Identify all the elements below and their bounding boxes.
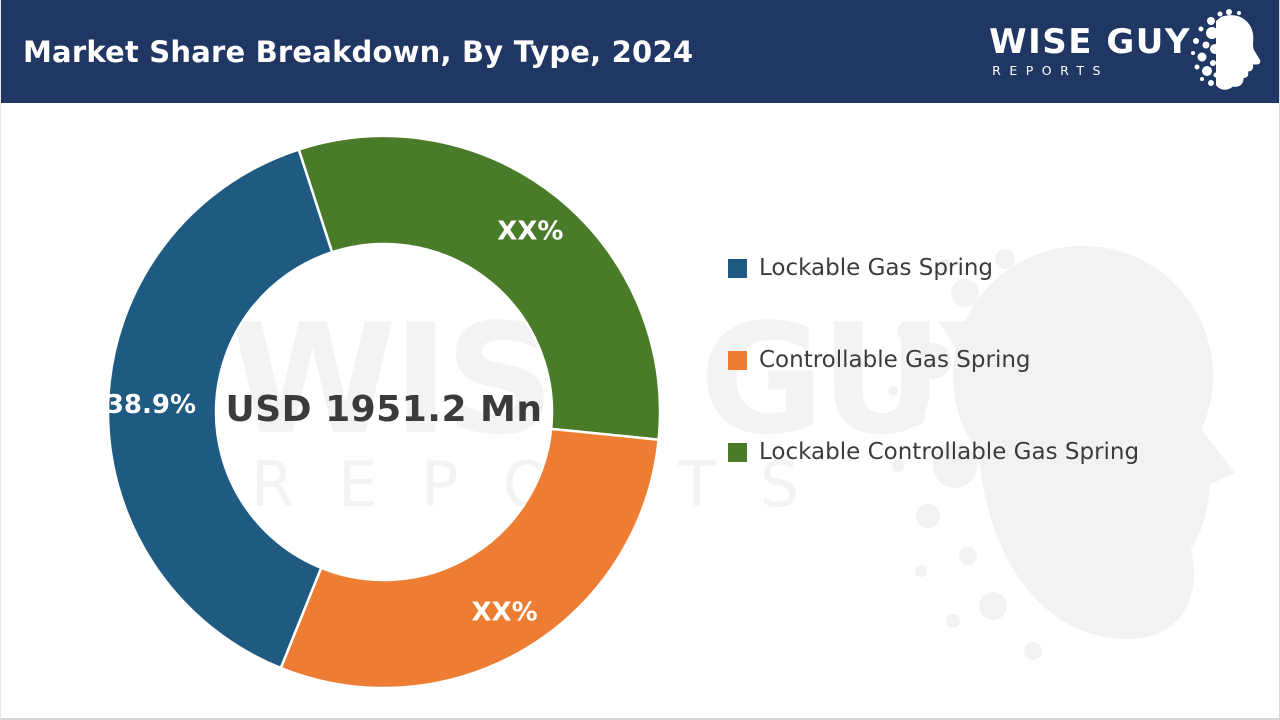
donut-center-value: USD 1951.2 Mn <box>225 389 543 430</box>
logo-wordmark-line2: REPORTS <box>992 63 1109 78</box>
donut-chart: XX% XX% 38.9% <box>106 134 662 690</box>
slice-label-2: 38.9% <box>106 390 196 420</box>
legend-label: Lockable Gas Spring <box>759 255 994 281</box>
legend-swatch-blue <box>728 258 747 278</box>
logo-wordmark-line1: WISE GUY <box>989 22 1191 62</box>
header-bar: Market Share Breakdown, By Type, 2024 WI… <box>1 0 1279 103</box>
legend-item-controllable-gas-spring: Controllable Gas Spring <box>728 347 1139 373</box>
legend-swatch-orange <box>728 350 747 370</box>
slice-label-1: XX% <box>472 598 538 628</box>
watermark-head-icon <box>888 246 1235 660</box>
donut-slice-0 <box>297 134 662 441</box>
page-title: Market Share Breakdown, By Type, 2024 <box>23 34 694 69</box>
logo-head-icon <box>1191 8 1261 90</box>
chart-legend: Lockable Gas Spring Controllable Gas Spr… <box>728 255 1139 465</box>
legend-item-lockable-controllable-gas-spring: Lockable Controllable Gas Spring <box>728 439 1139 465</box>
donut-slice-1 <box>279 427 660 690</box>
logo-wordmark: WISE GUY REPORTS <box>989 25 1191 78</box>
wise-guy-reports-logo: WISE GUY REPORTS <box>989 8 1263 95</box>
legend-item-lockable-gas-spring: Lockable Gas Spring <box>728 255 1139 281</box>
donut-slice-2 <box>106 148 334 670</box>
legend-label: Controllable Gas Spring <box>759 347 1031 373</box>
legend-label: Lockable Controllable Gas Spring <box>759 439 1140 465</box>
slice-label-0: XX% <box>497 217 563 247</box>
legend-swatch-green <box>728 442 747 462</box>
chart-area: WISE GUY REPORTS XX%XX%38.9% USD 1951.2 … <box>1 103 1279 718</box>
